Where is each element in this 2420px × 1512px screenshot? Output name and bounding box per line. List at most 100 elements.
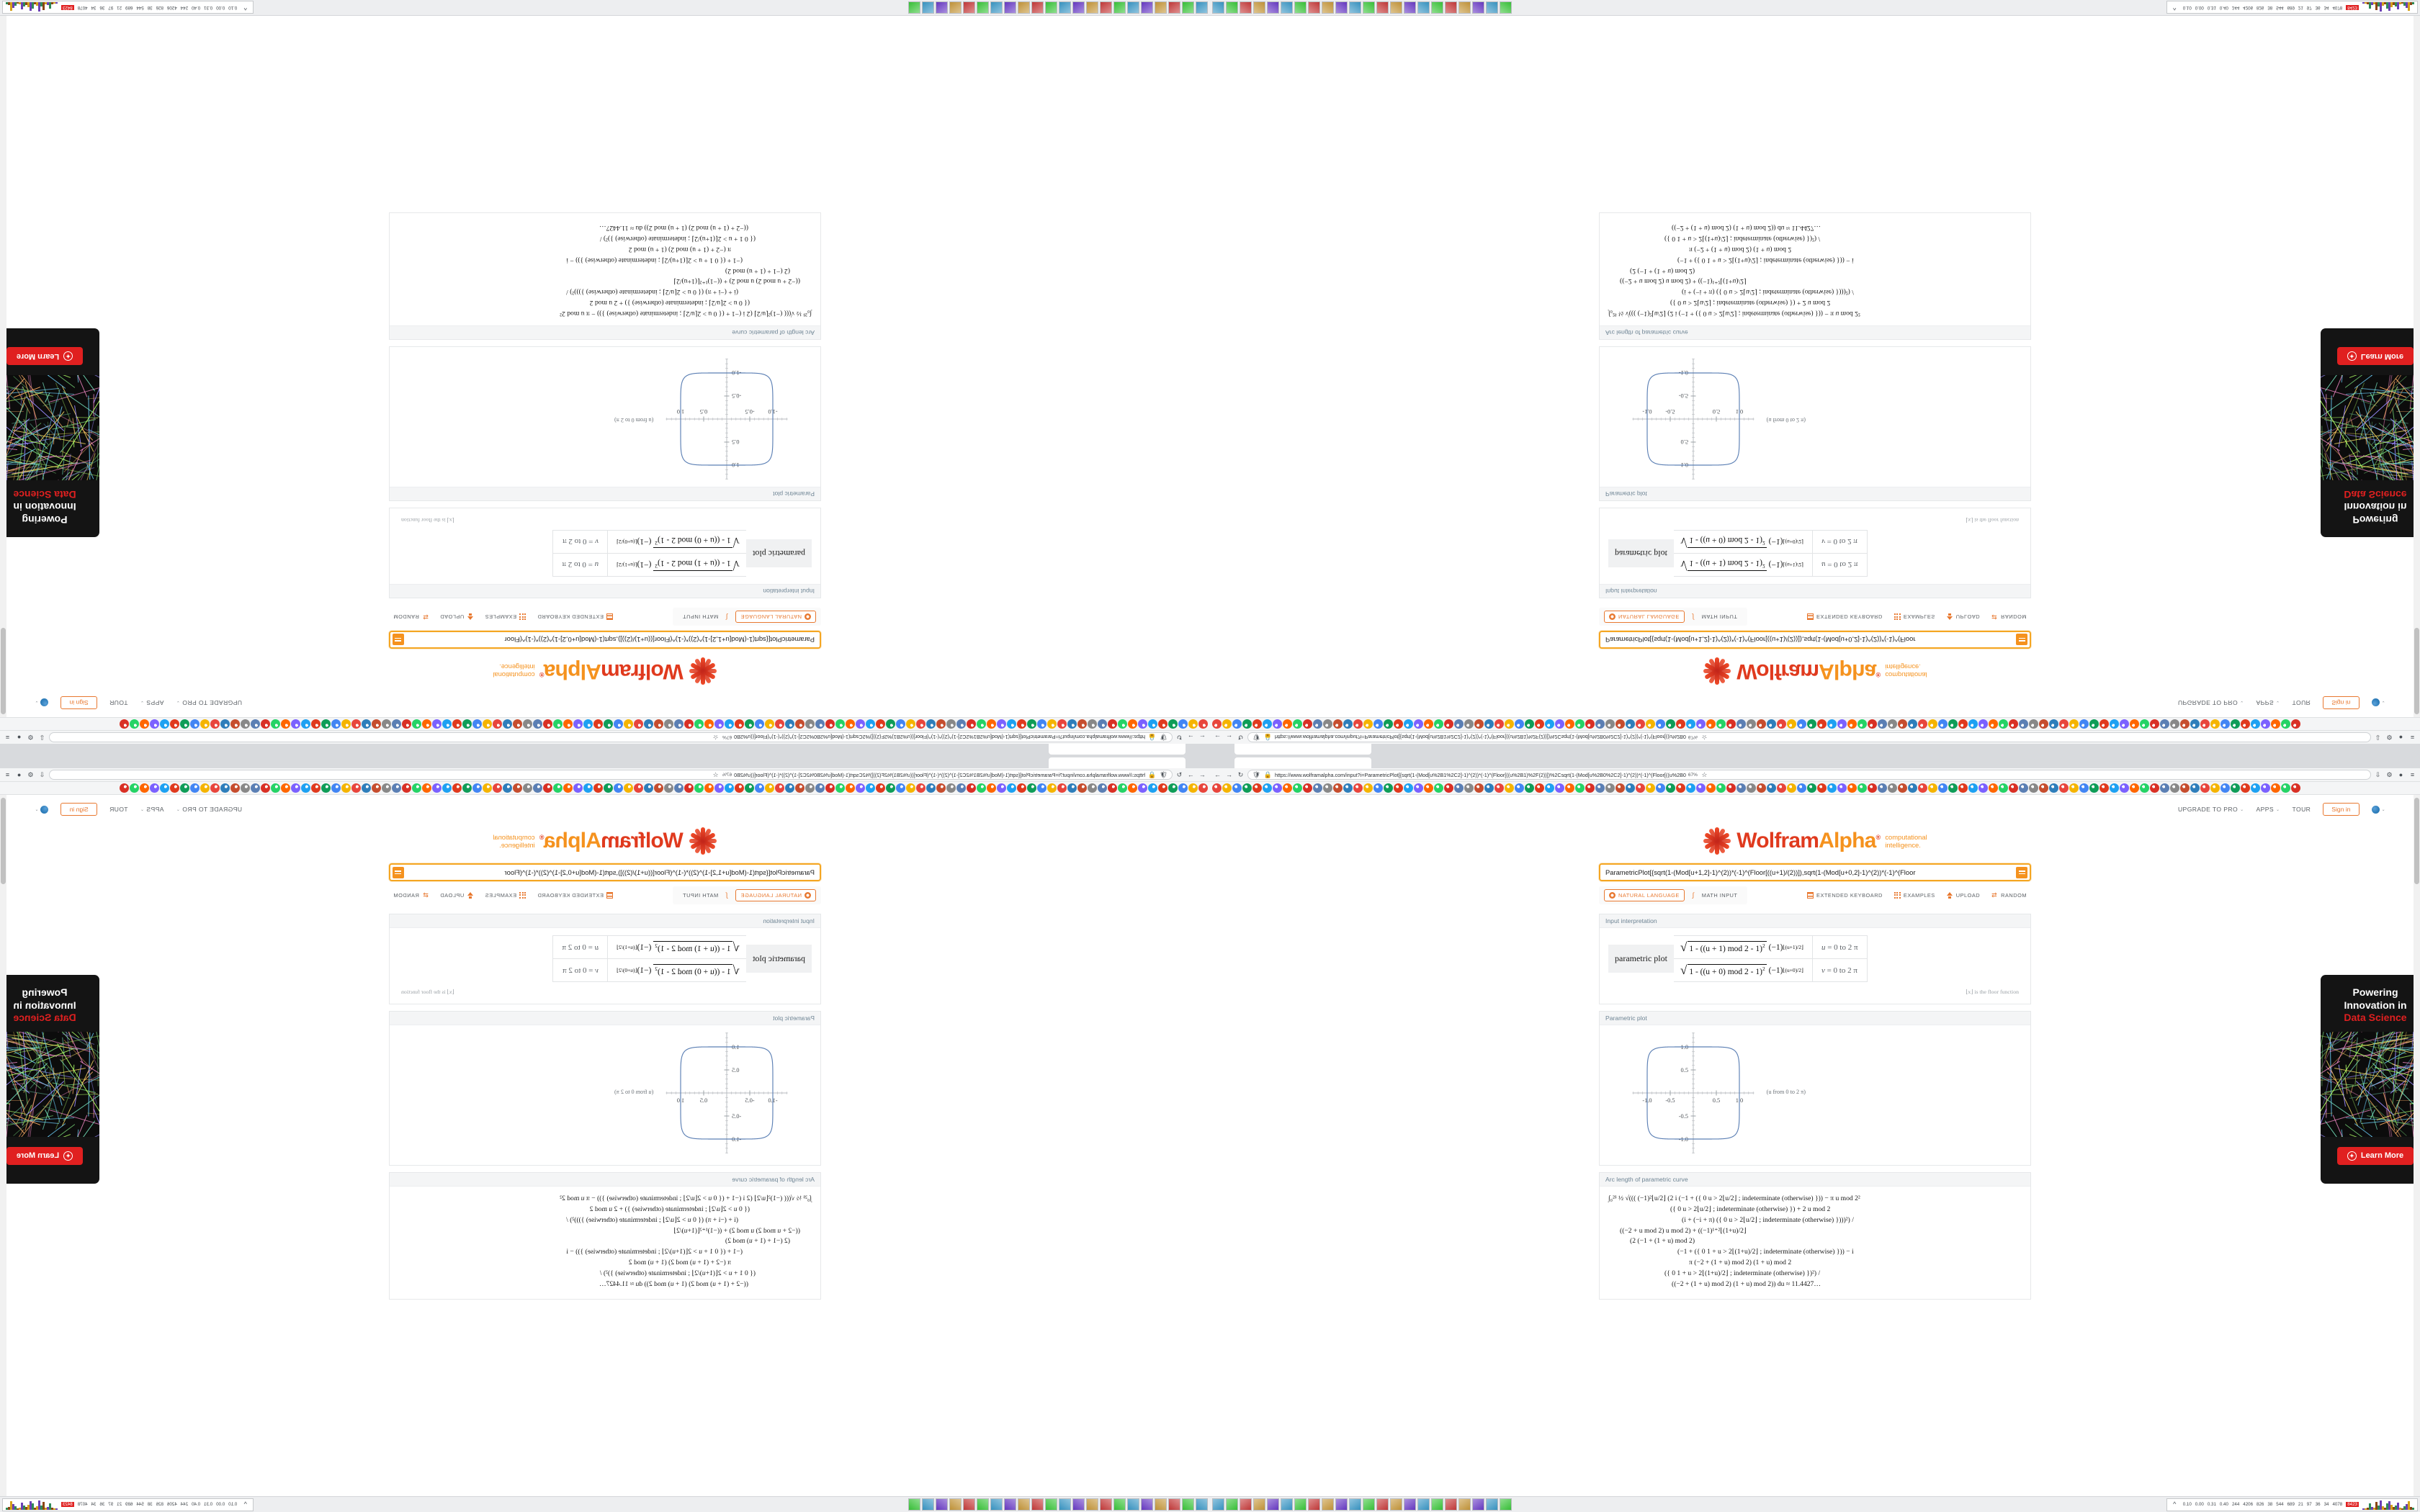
browser-tab-strip[interactable] [1210,744,2420,756]
bookmark-favicon[interactable] [1323,783,1332,793]
bookmark-favicon[interactable] [936,719,946,729]
bookmark-favicon[interactable] [2170,719,2179,729]
upload-button[interactable]: UPLOAD [1946,892,1980,899]
bookmark-favicon[interactable] [1047,719,1057,729]
scrollbar-thumb[interactable] [1,628,6,714]
bookmark-favicon[interactable] [1077,783,1087,793]
advertisement-banner[interactable]: Powering Innovation in Data Science ✦ Le… [2321,328,2420,537]
taskbar-item[interactable] [949,1498,962,1511]
bookmark-favicon[interactable] [503,719,512,729]
bookmarks-bar[interactable] [1210,717,2420,730]
bookmark-favicon[interactable] [493,783,502,793]
bookmark-favicon[interactable] [1777,719,1786,729]
bookmark-favicon[interactable] [1797,719,1806,729]
examples-button[interactable]: EXAMPLES [485,892,526,899]
taskbar-item[interactable] [1486,1,1498,14]
bookmark-favicon[interactable] [1007,783,1016,793]
bookmark-favicon[interactable] [1138,719,1147,729]
bookmark-favicon[interactable] [230,719,240,729]
bookmark-favicon[interactable] [1212,783,1222,793]
taskbar-item[interactable] [1086,1,1098,14]
taskbar-item[interactable] [1168,1,1180,14]
taskbar-item[interactable] [1253,1,1265,14]
bookmark-favicon[interactable] [2251,719,2260,729]
taskbar-item[interactable] [1086,1498,1098,1511]
nav-item-apps[interactable]: APPS ⌄ [2257,699,2280,706]
bookmark-favicon[interactable] [2099,719,2109,729]
bookmark-favicon[interactable] [1878,719,1887,729]
taskbar-item[interactable] [1335,1498,1348,1511]
learn-more-button[interactable]: ✦ Learn More [6,1146,84,1165]
bookmark-favicon[interactable] [1807,783,1816,793]
bookmark-favicon[interactable] [573,719,583,729]
bookmark-favicon[interactable] [1868,783,1877,793]
bookmark-favicon[interactable] [462,719,472,729]
download-icon[interactable]: ⇩ [2375,770,2381,778]
os-taskbar[interactable]: ^ 0.10 0.00 0.31 0.40 244 4206 826 38 544 689 21 97… [0,0,1210,16]
taskbar-item[interactable] [1445,1498,1457,1511]
bookmark-favicon[interactable] [1989,783,1998,793]
bookmark-favicon[interactable] [1017,783,1026,793]
examples-button[interactable]: EXAMPLES [1894,613,1935,620]
bookmark-favicon[interactable] [513,783,522,793]
bookmark-favicon[interactable] [1706,719,1716,729]
bookmarks-bar[interactable] [1210,782,2420,795]
chevron-up-icon[interactable]: ^ [2173,1500,2177,1508]
bookmark-favicon[interactable] [301,783,310,793]
bookmark-favicon[interactable] [311,719,321,729]
bookmark-favicon[interactable] [1797,783,1806,793]
taskbar-item[interactable] [1196,1498,1208,1511]
taskbar-item[interactable] [977,1,989,14]
bookmark-favicon[interactable] [765,783,774,793]
bookmark-favicon[interactable] [755,783,764,793]
bookmark-favicon[interactable] [1232,719,1242,729]
taskbar-item[interactable] [990,1498,1003,1511]
learn-more-button[interactable]: ✦ Learn More [2336,1146,2414,1165]
bookmark-favicon[interactable] [362,719,371,729]
bookmark-favicon[interactable] [291,783,300,793]
bookmark-favicon[interactable] [795,719,805,729]
bookmark-favicon[interactable] [220,719,230,729]
bookmark-favicon[interactable] [2231,783,2240,793]
bookmark-favicon[interactable] [331,783,341,793]
bookmark-favicon[interactable] [392,719,401,729]
bookmark-favicon[interactable] [2049,783,2058,793]
bookmark-favicon[interactable] [2271,719,2280,729]
bookmark-favicon[interactable] [1817,719,1827,729]
nav-item-upgrade-to-pro[interactable]: UPGRADE TO PRO ⌄ [2178,806,2244,813]
taskbar-item[interactable] [908,1498,920,1511]
bookmark-favicon[interactable] [1999,783,2008,793]
taskbar-item[interactable] [1212,1498,1224,1511]
bookmark-favicon[interactable] [1384,719,1393,729]
bookmark-favicon[interactable] [1148,719,1157,729]
taskbar-item[interactable] [1308,1498,1320,1511]
bookmark-favicon[interactable] [483,719,492,729]
bookmark-favicon[interactable] [1736,783,1746,793]
bookmark-favicon[interactable] [1918,719,1927,729]
taskbar-item[interactable] [1458,1498,1471,1511]
bookmark-favicon[interactable] [1676,783,1685,793]
bookmark-favicon[interactable] [200,719,210,729]
taskbar-item[interactable] [1182,1498,1194,1511]
back-arrow-icon[interactable]: ← [1214,734,1221,742]
bookmark-favicon[interactable] [815,783,825,793]
taskbar-item[interactable] [1004,1,1016,14]
extended-keyboard-button[interactable]: EXTENDED KEYBOARD [1807,892,1883,899]
bookmark-favicon[interactable] [2241,719,2250,729]
taskbar-item[interactable] [1045,1,1057,14]
bookmark-favicon[interactable] [1928,719,1937,729]
reload-icon[interactable]: ↻ [1237,734,1244,742]
bookmark-favicon[interactable] [2190,719,2200,729]
bookmark-favicon[interactable] [2261,719,2270,729]
taskbar-item[interactable] [936,1,948,14]
bookmark-favicon[interactable] [805,719,815,729]
bookmark-favicon[interactable] [1575,719,1585,729]
bookmark-favicon[interactable] [1222,719,1232,729]
bookmark-favicon[interactable] [1747,719,1756,729]
taskbar-item[interactable] [1182,1,1194,14]
nav-item-tour[interactable]: TOUR [109,806,128,813]
bookmark-favicon[interactable] [1837,719,1847,729]
taskbar-item[interactable] [1240,1,1252,14]
bookmark-favicon[interactable] [442,783,452,793]
bookmark-favicon[interactable] [2241,783,2250,793]
